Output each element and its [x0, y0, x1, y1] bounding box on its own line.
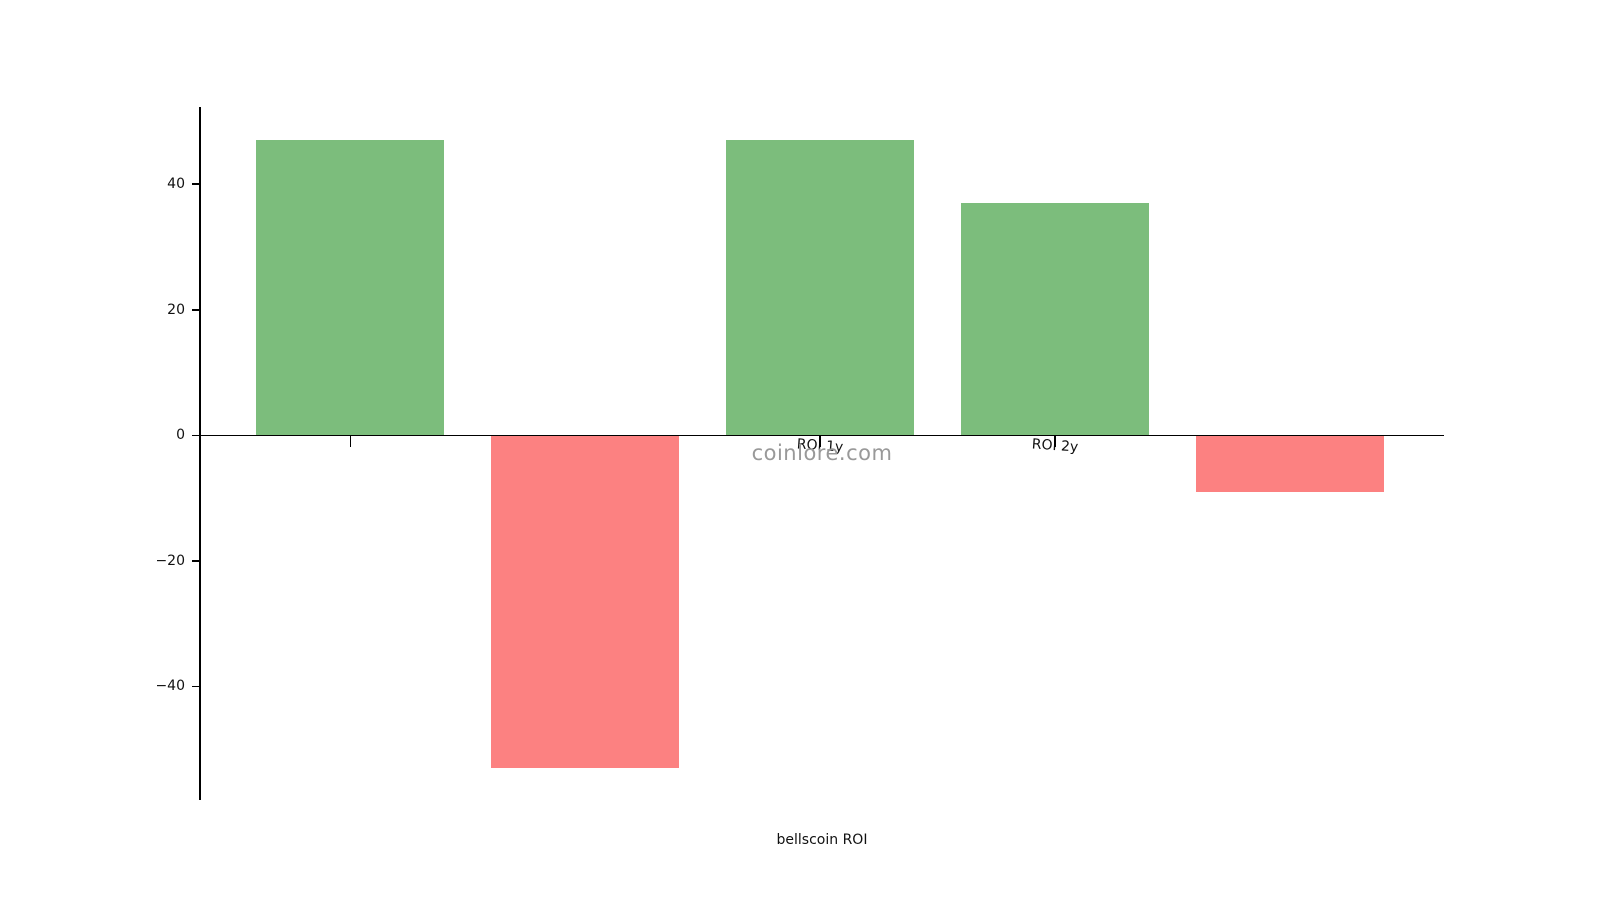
y-axis-spine — [199, 107, 201, 800]
y-tick-label: 20 — [167, 301, 185, 318]
y-tick — [192, 309, 200, 311]
bar-roi-1y — [726, 140, 915, 436]
y-tick — [192, 183, 200, 185]
y-tick-label: 40 — [167, 176, 185, 193]
y-tick — [192, 434, 200, 437]
x-axis-title: bellscoin ROI — [776, 832, 868, 848]
bar-col-1 — [256, 140, 445, 436]
plot-area: 40 20 0 −20 −40 ROI 1y ROI 2y — [155, 107, 1444, 800]
watermark: coinlore.com — [751, 441, 893, 465]
bar-roi-2y — [961, 203, 1150, 436]
y-tick-label: −20 — [155, 552, 185, 569]
y-tick-label: −40 — [155, 678, 185, 695]
bar-col-2 — [491, 435, 680, 768]
x-tick — [349, 435, 352, 448]
y-tick — [192, 685, 200, 688]
x-tick — [819, 435, 821, 448]
x-tick — [1054, 435, 1056, 448]
y-tick — [192, 560, 200, 562]
bar-col-5 — [1196, 435, 1385, 492]
y-tick-label: 0 — [176, 427, 185, 444]
x-axis-zero-line — [200, 434, 1444, 437]
